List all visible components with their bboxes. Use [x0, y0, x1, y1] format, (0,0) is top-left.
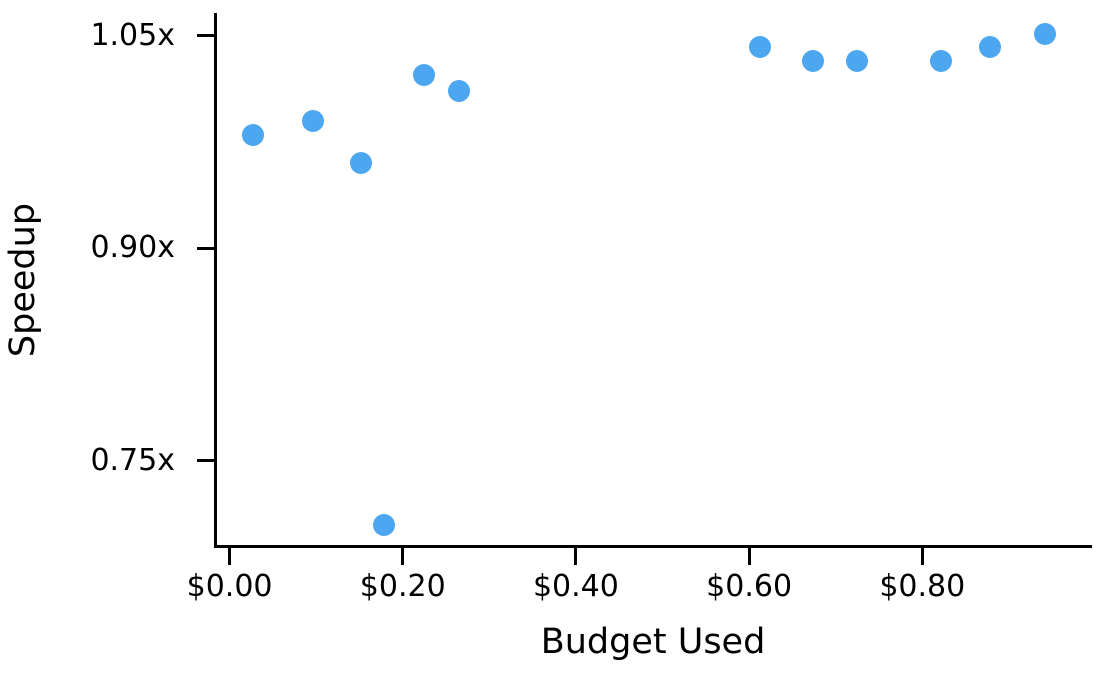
data-point [350, 152, 373, 175]
y-axis-title-text: Speedup [2, 202, 43, 357]
data-point [802, 50, 825, 73]
x-tick-mark [228, 548, 232, 565]
data-point [749, 36, 772, 59]
y-tick-label: 0.90x [90, 230, 175, 266]
data-point [413, 64, 436, 87]
data-point [930, 50, 953, 73]
y-axis-title: Speedup [0, 13, 46, 546]
y-tick-label: 0.75x [90, 442, 175, 478]
x-tick-mark [747, 548, 751, 565]
x-axis-spine [214, 545, 1092, 548]
x-tick-label: $0.00 [186, 569, 273, 604]
data-point [978, 36, 1001, 59]
x-tick-label: $0.40 [532, 569, 619, 604]
data-point [448, 79, 471, 102]
plot-area [214, 13, 1092, 546]
x-tick-mark [920, 548, 924, 565]
x-tick-label: $0.80 [879, 569, 966, 604]
data-point [301, 109, 324, 132]
data-point [1034, 23, 1057, 46]
x-tick-mark [401, 548, 405, 565]
x-axis-title-text: Budget Used [540, 622, 766, 662]
y-tick-mark [197, 34, 214, 38]
x-tick-mark [574, 548, 578, 565]
y-tick-label: 1.05x [90, 17, 175, 53]
y-tick-mark [197, 459, 214, 463]
y-axis-spine [214, 13, 217, 548]
y-tick-mark [197, 246, 214, 250]
x-tick-label: $0.60 [706, 569, 793, 604]
data-point [241, 123, 264, 146]
data-point [846, 50, 869, 73]
data-point [372, 513, 395, 536]
x-tick-label: $0.20 [359, 569, 446, 604]
